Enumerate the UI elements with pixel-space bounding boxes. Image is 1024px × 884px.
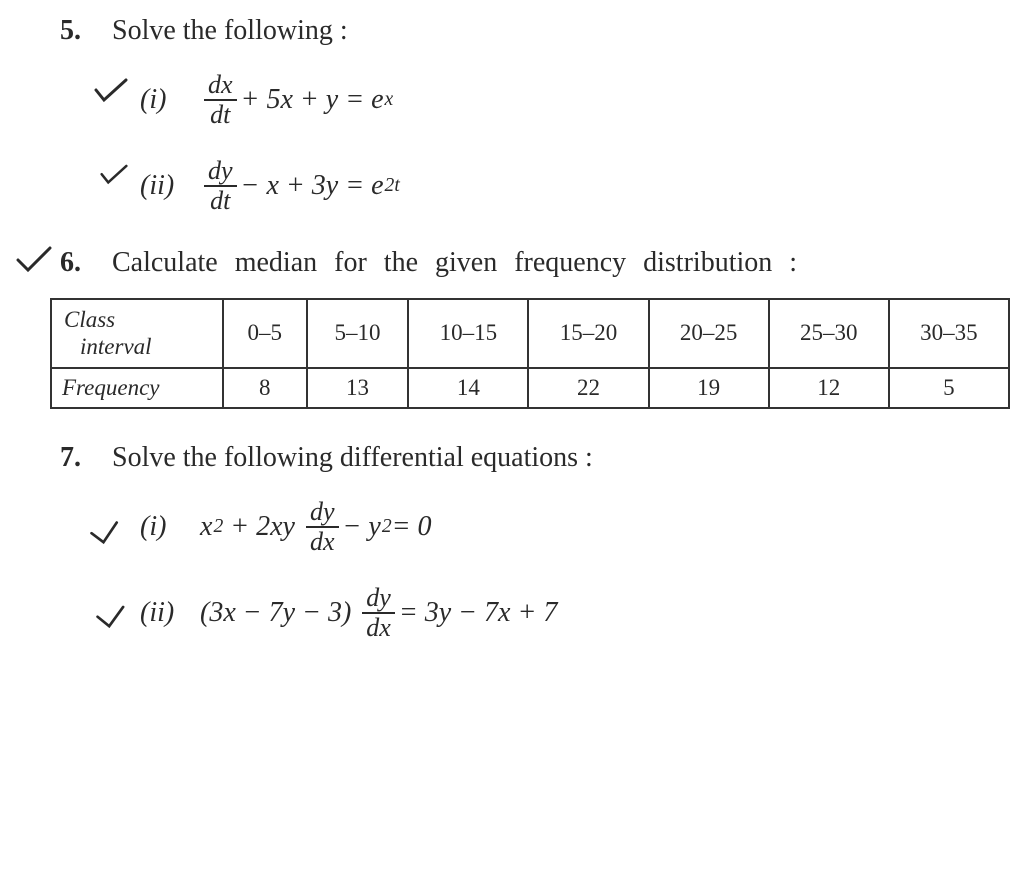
tick-icon bbox=[95, 603, 128, 632]
question-7: 7. Solve the following differential equa… bbox=[60, 439, 984, 641]
expr-lead: (3x − 7y − 3) bbox=[200, 597, 358, 629]
q6-text: Calculate median for the given frequency… bbox=[112, 244, 984, 282]
frac-den: dx bbox=[306, 529, 339, 555]
q5-sub-i-expr: dx dt + 5x + y = e x bbox=[200, 72, 393, 128]
table-cell: 8 bbox=[223, 368, 307, 408]
table-cell: 13 bbox=[307, 368, 409, 408]
table-cell: 12 bbox=[769, 368, 889, 408]
fraction: dy dx bbox=[362, 585, 395, 641]
table-row: Class interval 0–5 5–10 10–15 15–20 20–2… bbox=[51, 299, 1009, 368]
q5-sub-i: (i) dx dt + 5x + y = e x bbox=[140, 72, 984, 128]
q5-text: Solve the following : bbox=[112, 12, 984, 50]
table-cell: 0–5 bbox=[223, 299, 307, 368]
expr-after: = 0 bbox=[392, 511, 432, 543]
table-row: Frequency 8 13 14 22 19 12 5 bbox=[51, 368, 1009, 408]
question-6: 6. Calculate median for the given freque… bbox=[60, 244, 984, 409]
table-cell: 5 bbox=[889, 368, 1009, 408]
table-cell: 14 bbox=[408, 368, 528, 408]
expr-tail: = 3y − 7x + 7 bbox=[399, 597, 558, 629]
expr-pre: x bbox=[200, 511, 212, 543]
expr-exp: 2t bbox=[385, 175, 400, 197]
expr-tail: − y bbox=[343, 511, 381, 543]
q7-text: Solve the following differential equatio… bbox=[112, 439, 984, 477]
row-label-freq: Frequency bbox=[51, 368, 223, 408]
frac-num: dy bbox=[306, 499, 339, 525]
fraction: dx dt bbox=[204, 72, 237, 128]
expr-pre-exp: 2 bbox=[213, 516, 223, 538]
q5-sub-i-label: (i) bbox=[140, 84, 178, 116]
frac-den: dx bbox=[362, 615, 395, 641]
class-l2: interval bbox=[62, 333, 212, 361]
q7-number: 7. bbox=[60, 439, 96, 477]
class-l1: Class bbox=[62, 306, 212, 334]
q7-sub-i: (i) x 2 + 2xy dy dx − y 2 = 0 bbox=[140, 499, 984, 555]
q5-number: 5. bbox=[60, 12, 96, 50]
expr-tail: + 5x + y = e bbox=[241, 84, 384, 116]
frequency-table: Class interval 0–5 5–10 10–15 15–20 20–2… bbox=[50, 298, 1010, 409]
q5-sub-ii: (ii) dy dt − x + 3y = e 2t bbox=[140, 158, 984, 214]
q5-subs: (i) dx dt + 5x + y = e x (ii) bbox=[140, 72, 984, 214]
q7-sub-ii: (ii) (3x − 7y − 3) dy dx = 3y − 7x + 7 bbox=[140, 585, 984, 641]
q5-sub-ii-expr: dy dt − x + 3y = e 2t bbox=[200, 158, 400, 214]
expr-tail-exp: 2 bbox=[382, 516, 392, 538]
table-cell: 25–30 bbox=[769, 299, 889, 368]
tick-icon bbox=[16, 246, 52, 274]
table-cell: 22 bbox=[528, 368, 648, 408]
page: 5. Solve the following : (i) dx dt + 5x … bbox=[0, 0, 1024, 691]
q7-subs: (i) x 2 + 2xy dy dx − y 2 = 0 bbox=[140, 499, 984, 641]
question-6-head: 6. Calculate median for the given freque… bbox=[60, 244, 984, 282]
frac-num: dy bbox=[204, 158, 237, 184]
table-cell: 15–20 bbox=[528, 299, 648, 368]
q7-sub-ii-expr: (3x − 7y − 3) dy dx = 3y − 7x + 7 bbox=[200, 585, 557, 641]
table-cell: 30–35 bbox=[889, 299, 1009, 368]
table-cell: 20–25 bbox=[649, 299, 769, 368]
frac-num: dy bbox=[362, 585, 395, 611]
tick-icon bbox=[94, 78, 128, 104]
q7-sub-i-label: (i) bbox=[140, 511, 178, 543]
frac-den: dt bbox=[206, 188, 234, 214]
row-label-class: Class interval bbox=[51, 299, 223, 368]
expr-tail: − x + 3y = e bbox=[241, 170, 384, 202]
tick-icon bbox=[88, 519, 121, 549]
fraction: dy dt bbox=[204, 158, 237, 214]
question-7-head: 7. Solve the following differential equa… bbox=[60, 439, 984, 477]
q5-sub-ii-label: (ii) bbox=[140, 170, 178, 202]
q6-number: 6. bbox=[60, 244, 96, 282]
frac-den: dt bbox=[206, 102, 234, 128]
class-header: Class interval bbox=[62, 306, 212, 361]
table-cell: 5–10 bbox=[307, 299, 409, 368]
q7-sub-i-expr: x 2 + 2xy dy dx − y 2 = 0 bbox=[200, 499, 432, 555]
expr-exp: x bbox=[385, 89, 394, 111]
frac-num: dx bbox=[204, 72, 237, 98]
table-cell: 10–15 bbox=[408, 299, 528, 368]
table-cell: 19 bbox=[649, 368, 769, 408]
question-5: 5. Solve the following : (i) dx dt + 5x … bbox=[60, 12, 984, 214]
fraction: dy dx bbox=[306, 499, 339, 555]
question-5-head: 5. Solve the following : bbox=[60, 12, 984, 50]
expr-mid: + 2xy bbox=[223, 511, 302, 543]
q7-sub-ii-label: (ii) bbox=[140, 597, 178, 629]
tick-icon bbox=[100, 162, 128, 188]
